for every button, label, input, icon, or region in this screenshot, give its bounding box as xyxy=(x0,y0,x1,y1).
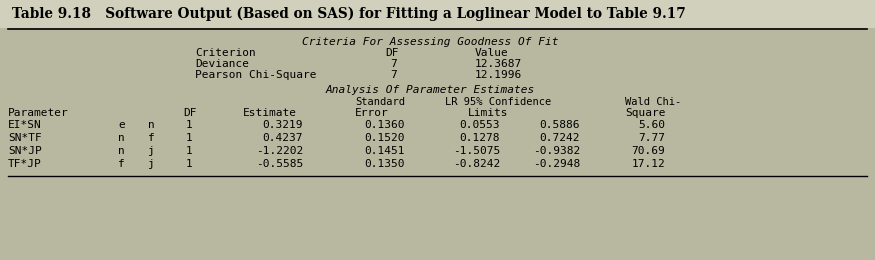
Bar xyxy=(0,0,875,28)
Text: 7: 7 xyxy=(390,70,396,80)
Text: -0.5585: -0.5585 xyxy=(255,159,303,169)
Text: SN*JP: SN*JP xyxy=(8,146,42,156)
Text: Limits: Limits xyxy=(468,108,508,118)
Text: 12.1996: 12.1996 xyxy=(475,70,522,80)
Text: 0.1350: 0.1350 xyxy=(365,159,405,169)
Text: 0.3219: 0.3219 xyxy=(262,120,303,130)
Text: n: n xyxy=(118,146,125,156)
Text: 0.1451: 0.1451 xyxy=(365,146,405,156)
Text: Parameter: Parameter xyxy=(8,108,69,118)
Text: Error: Error xyxy=(355,108,388,118)
Text: 0.5886: 0.5886 xyxy=(540,120,580,130)
Text: -0.2948: -0.2948 xyxy=(533,159,580,169)
Text: DF: DF xyxy=(183,108,197,118)
Text: Table 9.18   Software Output (Based on SAS) for Fitting a Loglinear Model to Tab: Table 9.18 Software Output (Based on SAS… xyxy=(12,7,686,21)
Text: DF: DF xyxy=(385,48,398,58)
Text: 1: 1 xyxy=(186,146,192,156)
Text: 70.69: 70.69 xyxy=(631,146,665,156)
Text: Value: Value xyxy=(475,48,508,58)
Text: Wald Chi-: Wald Chi- xyxy=(625,97,682,107)
Text: e: e xyxy=(118,120,125,130)
Text: -1.2202: -1.2202 xyxy=(255,146,303,156)
Text: j: j xyxy=(148,146,155,156)
Text: 0.1360: 0.1360 xyxy=(365,120,405,130)
Text: Analysis Of Parameter Estimates: Analysis Of Parameter Estimates xyxy=(326,85,535,95)
Text: 0.7242: 0.7242 xyxy=(540,133,580,143)
Text: Criteria For Assessing Goodness Of Fit: Criteria For Assessing Goodness Of Fit xyxy=(302,37,558,47)
Text: 0.4237: 0.4237 xyxy=(262,133,303,143)
Text: -0.9382: -0.9382 xyxy=(533,146,580,156)
Text: 1: 1 xyxy=(186,120,192,130)
Text: Square: Square xyxy=(625,108,666,118)
Text: Criterion: Criterion xyxy=(195,48,255,58)
Text: 1: 1 xyxy=(186,133,192,143)
Text: Standard: Standard xyxy=(355,97,405,107)
Text: n: n xyxy=(118,133,125,143)
Text: EI*SN: EI*SN xyxy=(8,120,42,130)
Text: 0.1278: 0.1278 xyxy=(459,133,500,143)
Text: f: f xyxy=(118,159,125,169)
Text: 7: 7 xyxy=(390,59,396,69)
Text: -0.8242: -0.8242 xyxy=(452,159,500,169)
Text: f: f xyxy=(148,133,155,143)
Text: 5.60: 5.60 xyxy=(638,120,665,130)
Text: LR 95% Confidence: LR 95% Confidence xyxy=(445,97,551,107)
Text: 0.1520: 0.1520 xyxy=(365,133,405,143)
Text: 0.0553: 0.0553 xyxy=(459,120,500,130)
Text: Pearson Chi-Square: Pearson Chi-Square xyxy=(195,70,317,80)
Text: Deviance: Deviance xyxy=(195,59,249,69)
Text: 17.12: 17.12 xyxy=(631,159,665,169)
Text: -1.5075: -1.5075 xyxy=(452,146,500,156)
Text: 7.77: 7.77 xyxy=(638,133,665,143)
Text: SN*TF: SN*TF xyxy=(8,133,42,143)
Text: TF*JP: TF*JP xyxy=(8,159,42,169)
Text: 12.3687: 12.3687 xyxy=(475,59,522,69)
Text: j: j xyxy=(148,159,155,169)
Text: 1: 1 xyxy=(186,159,192,169)
Text: Estimate: Estimate xyxy=(243,108,297,118)
Text: n: n xyxy=(148,120,155,130)
